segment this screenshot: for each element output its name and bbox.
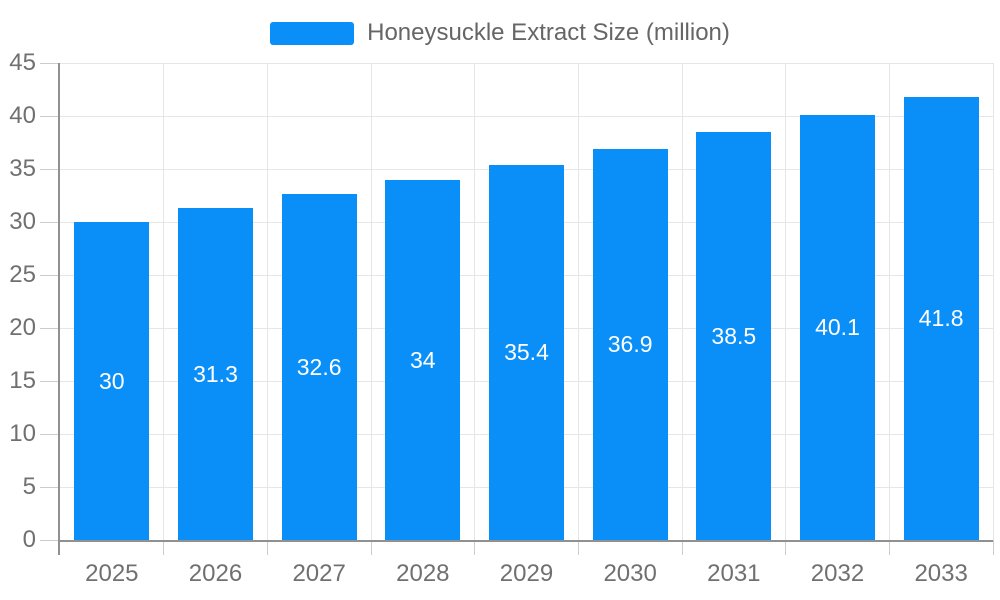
legend-label: Honeysuckle Extract Size (million): [367, 19, 730, 46]
y-axis-label: 5: [22, 473, 36, 500]
x-axis-label: 2033: [914, 560, 968, 587]
bar[interactable]: [800, 114, 875, 540]
legend-swatch: [270, 21, 355, 45]
x-axis-tick: [474, 540, 476, 555]
v-gridline: [681, 63, 683, 540]
y-axis-label: 25: [9, 261, 36, 288]
v-gridline: [266, 63, 268, 540]
y-axis-tick: [40, 168, 60, 170]
x-axis-label: 2031: [707, 560, 761, 587]
y-axis-label: 15: [9, 367, 36, 394]
bar[interactable]: [74, 222, 150, 540]
h-gridline: [60, 62, 993, 64]
x-axis-tick: [785, 540, 787, 555]
x-axis-tick: [163, 540, 165, 555]
y-axis-tick: [40, 433, 60, 435]
y-axis-label: 45: [9, 49, 36, 76]
v-gridline: [577, 63, 579, 540]
x-axis-tick: [370, 540, 372, 555]
x-axis-tick: [266, 540, 268, 555]
y-axis-tick: [40, 327, 60, 329]
v-gridline: [163, 63, 165, 540]
y-axis-line: [58, 63, 60, 555]
y-axis-tick: [40, 274, 60, 276]
v-gridline: [992, 63, 994, 540]
y-axis-tick: [40, 221, 60, 223]
bar[interactable]: [903, 96, 979, 540]
v-gridline: [370, 63, 372, 540]
y-axis-tick: [40, 380, 60, 382]
v-gridline: [888, 63, 890, 540]
y-axis-tick: [40, 115, 60, 117]
x-axis-label: 2032: [810, 560, 865, 587]
bar[interactable]: [696, 131, 772, 540]
y-axis-label: 40: [9, 102, 36, 129]
bar[interactable]: [385, 179, 461, 540]
bar[interactable]: [592, 148, 668, 540]
y-axis-tick: [40, 539, 60, 541]
x-axis-label: 2026: [188, 560, 243, 587]
bar[interactable]: [281, 194, 357, 540]
y-axis-label: 0: [22, 526, 36, 553]
legend[interactable]: Honeysuckle Extract Size (million): [0, 19, 1000, 47]
x-axis-label: 2029: [499, 560, 554, 587]
y-axis-tick: [40, 486, 60, 488]
x-axis-line: [60, 540, 993, 542]
x-axis-label: 2025: [85, 560, 139, 587]
y-axis-label: 10: [9, 420, 36, 447]
x-axis-tick: [992, 540, 994, 555]
y-axis-label: 30: [9, 208, 36, 235]
y-axis-label: 35: [9, 155, 36, 182]
v-gridline: [474, 63, 476, 540]
y-axis-tick: [40, 62, 60, 64]
x-axis-label: 2030: [603, 560, 657, 587]
v-gridline: [785, 63, 787, 540]
x-axis-tick: [681, 540, 683, 555]
x-axis-tick: [577, 540, 579, 555]
h-gridline: [60, 115, 993, 117]
bar[interactable]: [489, 164, 564, 540]
y-axis-label: 20: [9, 314, 36, 341]
bar[interactable]: [178, 208, 253, 540]
x-axis-tick: [888, 540, 890, 555]
x-axis-label: 2028: [396, 560, 450, 587]
x-axis-label: 2027: [292, 560, 346, 587]
